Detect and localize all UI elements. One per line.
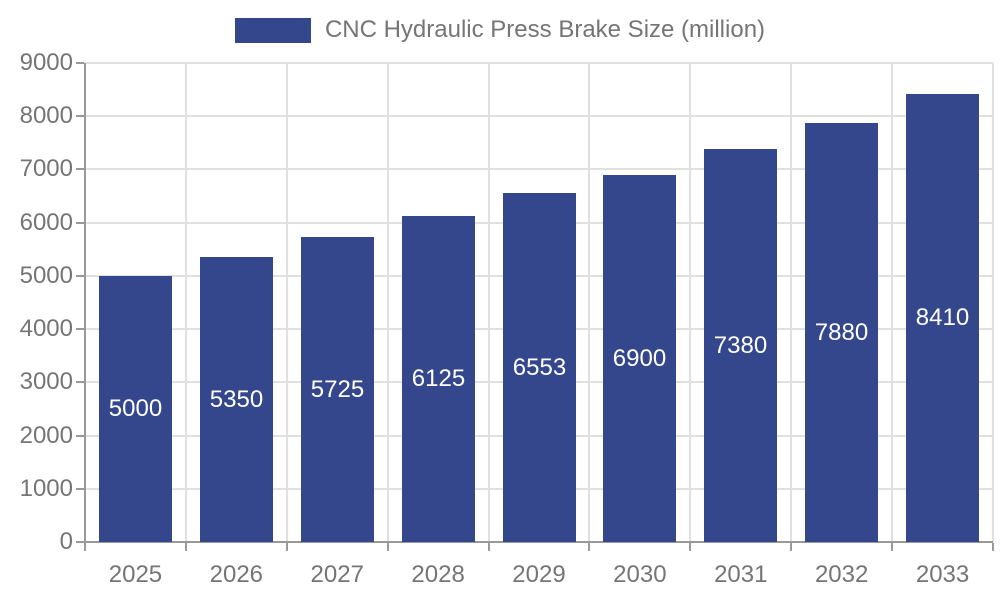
x-axis-tick-label: 2028 <box>411 561 465 588</box>
legend-item[interactable]: CNC Hydraulic Press Brake Size (million) <box>0 16 1000 44</box>
horizontal-gridline <box>85 62 993 64</box>
vertical-gridline <box>386 63 389 542</box>
bar-value-label: 7380 <box>713 331 768 359</box>
y-axis-tick-label: 4000 <box>19 315 73 343</box>
x-axis-tick-label: 2032 <box>814 561 869 588</box>
bar-value-label: 6125 <box>411 365 466 392</box>
y-axis-tick <box>76 62 84 64</box>
y-axis-tick-label: 2000 <box>19 421 73 449</box>
x-axis-tick <box>588 543 591 551</box>
vertical-gridline <box>992 63 994 542</box>
y-axis-tick <box>76 381 84 384</box>
x-axis-tick-label: 2029 <box>512 561 566 588</box>
y-axis-tick-label: 8000 <box>19 102 73 130</box>
legend-color-swatch <box>234 17 311 43</box>
bar-2026[interactable]: 5350 <box>200 257 273 542</box>
x-axis-tick <box>689 543 692 551</box>
y-axis-tick <box>76 434 84 437</box>
y-axis-tick-label: 5000 <box>19 261 73 289</box>
x-axis-tick <box>285 543 288 551</box>
bar-2030[interactable]: 6900 <box>603 175 676 542</box>
bar-2031[interactable]: 7380 <box>704 149 777 542</box>
bar-value-label: 6553 <box>512 353 567 381</box>
x-axis-tick <box>184 543 187 551</box>
y-axis-line <box>84 63 86 542</box>
horizontal-gridline <box>85 115 993 118</box>
x-axis-tick <box>386 543 389 551</box>
y-axis-tick-label: 0 <box>59 528 73 555</box>
x-axis-tick-label: 2025 <box>108 561 163 588</box>
vertical-gridline <box>588 63 591 542</box>
x-axis-tick <box>790 543 793 551</box>
bar-value-label: 5350 <box>209 385 264 413</box>
y-axis-tick-label: 1000 <box>19 474 73 502</box>
plot-area: 0 1000 2000 3000 4000 5000 6000 7000 8000 9000 500… <box>20 49 994 588</box>
bar-value-label: 8410 <box>915 304 970 331</box>
y-axis-tick <box>76 487 84 490</box>
bar-2033[interactable]: 8410 <box>906 94 979 542</box>
vertical-gridline <box>790 63 793 542</box>
y-axis-tick-label: 6000 <box>19 208 73 236</box>
vertical-gridline <box>487 63 490 542</box>
x-axis-tick-label: 2026 <box>209 561 264 588</box>
y-axis-tick <box>76 328 84 331</box>
bar-2029[interactable]: 6553 <box>503 193 576 542</box>
x-axis-tick-label: 2030 <box>613 561 667 588</box>
bar-value-label: 7880 <box>814 318 869 346</box>
bar-2032[interactable]: 7880 <box>805 123 878 542</box>
bar-value-label: 6900 <box>612 344 667 372</box>
bar-2028[interactable]: 6125 <box>402 216 475 542</box>
vertical-gridline <box>689 63 692 542</box>
y-axis-tick-label: 9000 <box>19 49 73 76</box>
legend-label: CNC Hydraulic Press Brake Size (million) <box>324 16 766 43</box>
y-axis-tick <box>76 115 84 118</box>
x-axis-tick <box>487 543 490 551</box>
x-axis-tick <box>891 543 894 551</box>
x-axis-tick-label: 2027 <box>310 561 364 588</box>
y-axis-tick <box>76 221 84 224</box>
x-axis-tick-label: 2031 <box>714 561 768 588</box>
bar-2027[interactable]: 5725 <box>301 237 374 542</box>
vertical-gridline <box>891 63 894 542</box>
x-axis-line <box>76 541 993 543</box>
y-axis-tick-label: 7000 <box>19 155 73 183</box>
x-axis-tick-label: 2033 <box>915 561 970 588</box>
x-axis-tick <box>84 543 86 551</box>
vertical-gridline <box>285 63 288 542</box>
vertical-gridline <box>184 63 187 542</box>
y-axis-tick <box>76 168 84 171</box>
bar-value-label: 5000 <box>108 395 163 422</box>
x-axis-tick <box>992 543 994 551</box>
y-axis-tick <box>76 274 84 277</box>
bar-2025[interactable]: 5000 <box>99 276 172 542</box>
bar-value-label: 5725 <box>310 375 365 403</box>
y-axis-tick-label: 3000 <box>19 368 73 396</box>
